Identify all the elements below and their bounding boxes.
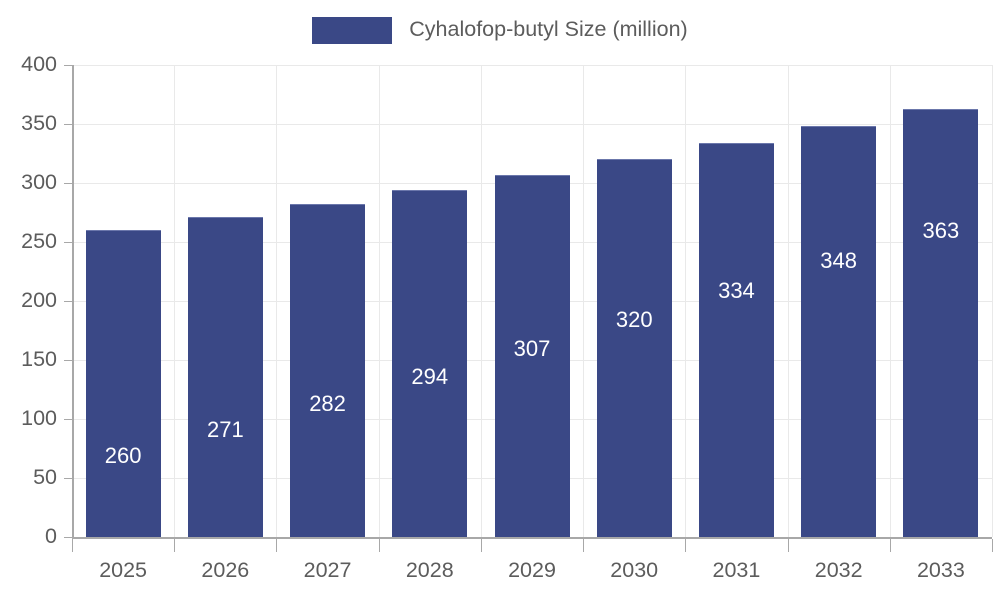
y-axis-tick-mark [64,124,72,125]
x-axis-tick-mark [685,539,686,552]
y-axis-tick-mark [64,183,72,184]
x-axis-tick-mark [276,539,277,552]
y-axis-tick-mark [64,360,72,361]
y-axis-tick-mark [64,65,72,66]
gridline-vertical [174,65,175,537]
gridline-vertical [992,65,993,537]
y-axis-tick-mark [64,242,72,243]
legend-swatch-cyhalofop-butyl [312,16,393,44]
bar-value-label: 334 [718,277,755,303]
y-axis-tick-label: 350 [21,111,57,135]
gridline-vertical [890,65,891,537]
x-axis-spine [72,537,992,539]
x-axis-tick-mark [481,539,482,552]
bar[interactable] [903,108,979,537]
y-axis-tick-label: 50 [33,465,57,489]
x-axis-tick-mark [992,539,993,552]
gridline-vertical [481,65,482,537]
bar[interactable] [596,159,672,537]
y-axis-spine [72,65,74,537]
bar-value-label: 282 [309,391,346,417]
bar[interactable] [698,142,774,537]
bar[interactable] [290,204,366,537]
bar-value-label: 363 [922,217,960,243]
x-axis-tick-mark [174,539,175,552]
y-axis-tick-mark [64,301,72,302]
x-axis-tick-label: 2026 [201,558,250,582]
x-axis-tick-label: 2028 [405,558,454,582]
y-axis-tick-label: 150 [21,347,57,371]
x-axis-tick-label: 2032 [814,558,863,582]
bar-value-label: 348 [820,248,858,274]
bar[interactable] [801,126,877,537]
x-axis-tick-label: 2031 [712,558,761,582]
x-axis-tick-label: 2033 [916,558,965,582]
y-axis-tick-label: 250 [21,229,57,253]
y-axis-tick-mark [64,419,72,420]
x-axis-tick-mark [583,539,584,552]
gridline-vertical [685,65,686,537]
bar[interactable] [392,190,468,537]
gridline-vertical [788,65,789,537]
legend-label-cyhalofop-butyl: Cyhalofop-butyl Size (million) [409,17,688,42]
x-axis-tick-label: 2030 [610,558,659,582]
gridline-vertical [379,65,380,537]
y-axis-tick-label: 0 [45,524,57,548]
x-axis-tick-label: 2025 [99,558,148,582]
gridline-vertical [583,65,584,537]
x-axis-tick-mark [379,539,380,552]
bar-value-label: 260 [104,443,142,469]
x-axis-tick-label: 2029 [508,558,556,582]
chart-legend: Cyhalofop-butyl Size (million) [0,10,1000,50]
bar[interactable] [85,230,161,537]
gridline-vertical [276,65,277,537]
bar-value-label: 294 [411,364,449,390]
bar[interactable] [187,217,263,537]
bar[interactable] [494,174,570,537]
y-axis-tick-mark [64,478,72,479]
bar-value-label: 307 [513,335,551,361]
x-axis-tick-mark [72,539,73,552]
x-axis-tick-mark [890,539,891,552]
y-axis-tick-label: 200 [21,288,57,312]
x-axis-tick-label: 2027 [303,558,352,582]
bar-value-label: 320 [615,307,653,333]
y-axis-tick-label: 300 [21,170,57,194]
gridline-horizontal [72,65,992,66]
y-axis-tick-label: 400 [21,52,57,76]
y-axis-tick-label: 100 [21,406,57,430]
gridline-horizontal [72,124,992,125]
y-axis-tick-mark [64,537,72,538]
bar-value-label: 271 [206,417,244,443]
x-axis-tick-mark [788,539,789,552]
